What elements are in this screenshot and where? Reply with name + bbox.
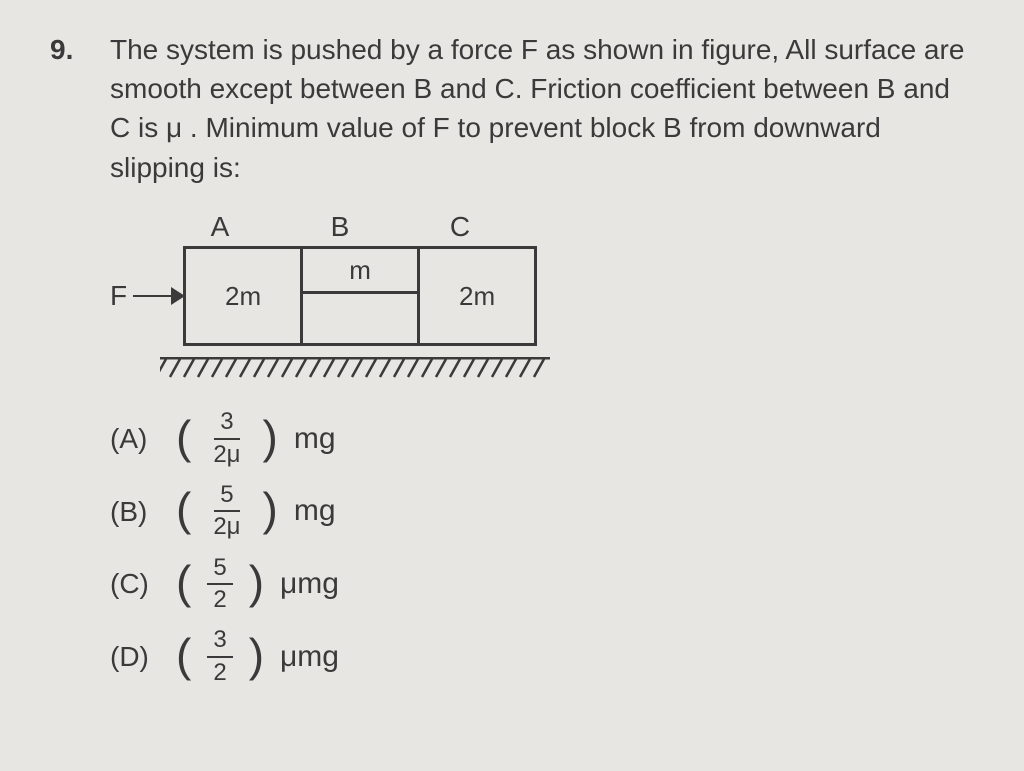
- option-a-label: (A): [110, 419, 166, 458]
- option-d-num: 3: [207, 627, 232, 657]
- force-arrow-icon: [133, 295, 183, 297]
- block-a: 2m: [183, 246, 303, 346]
- option-b[interactable]: (B) ( 5 2μ ) mg: [110, 482, 974, 541]
- block-b-mass: m: [303, 249, 417, 294]
- option-c-label: (C): [110, 564, 166, 603]
- label-a: A: [160, 207, 280, 246]
- option-a-den: 2μ: [207, 440, 246, 468]
- option-c-den: 2: [207, 585, 232, 613]
- option-b-label: (B): [110, 492, 166, 531]
- block-b-empty: [303, 294, 417, 343]
- option-d[interactable]: (D) ( 3 2 ) μmg: [110, 627, 974, 686]
- question-text: The system is pushed by a force F as sho…: [110, 30, 974, 187]
- block-labels: A B C: [160, 207, 974, 246]
- option-d-fraction: 3 2: [201, 627, 238, 686]
- close-paren-icon: ): [263, 414, 278, 460]
- option-a-fraction: 3 2μ: [201, 409, 252, 468]
- block-c: 2m: [417, 246, 537, 346]
- blocks-row: F 2m m 2m: [110, 246, 974, 346]
- question-row: 9. The system is pushed by a force F as …: [50, 30, 974, 187]
- option-c-num: 5: [207, 555, 232, 585]
- option-a-unit: mg: [294, 418, 336, 460]
- open-paren-icon: (: [176, 486, 191, 532]
- option-b-unit: mg: [294, 490, 336, 532]
- block-b: m: [300, 246, 420, 346]
- label-c: C: [400, 207, 520, 246]
- option-a[interactable]: (A) ( 3 2μ ) mg: [110, 409, 974, 468]
- option-c[interactable]: (C) ( 5 2 ) μmg: [110, 555, 974, 614]
- options-list: (A) ( 3 2μ ) mg (B) ( 5 2μ ) mg (C) ( 5 …: [110, 409, 974, 686]
- option-b-den: 2μ: [207, 512, 246, 540]
- diagram: A B C F 2m m 2m: [110, 207, 974, 389]
- close-paren-icon: ): [249, 559, 264, 605]
- ground-hatch: [160, 350, 974, 389]
- option-c-unit: μmg: [280, 563, 339, 605]
- question-number: 9.: [50, 30, 110, 69]
- open-paren-icon: (: [176, 559, 191, 605]
- close-paren-icon: ): [263, 486, 278, 532]
- option-d-unit: μmg: [280, 636, 339, 678]
- close-paren-icon: ): [249, 632, 264, 678]
- label-b: B: [280, 207, 400, 246]
- open-paren-icon: (: [176, 414, 191, 460]
- hatch-icon: [160, 357, 560, 379]
- option-d-den: 2: [207, 658, 232, 686]
- option-c-fraction: 5 2: [201, 555, 238, 614]
- option-d-label: (D): [110, 637, 166, 676]
- force-label: F: [110, 276, 127, 315]
- option-a-num: 3: [214, 409, 239, 439]
- open-paren-icon: (: [176, 632, 191, 678]
- option-b-num: 5: [214, 482, 239, 512]
- option-b-fraction: 5 2μ: [201, 482, 252, 541]
